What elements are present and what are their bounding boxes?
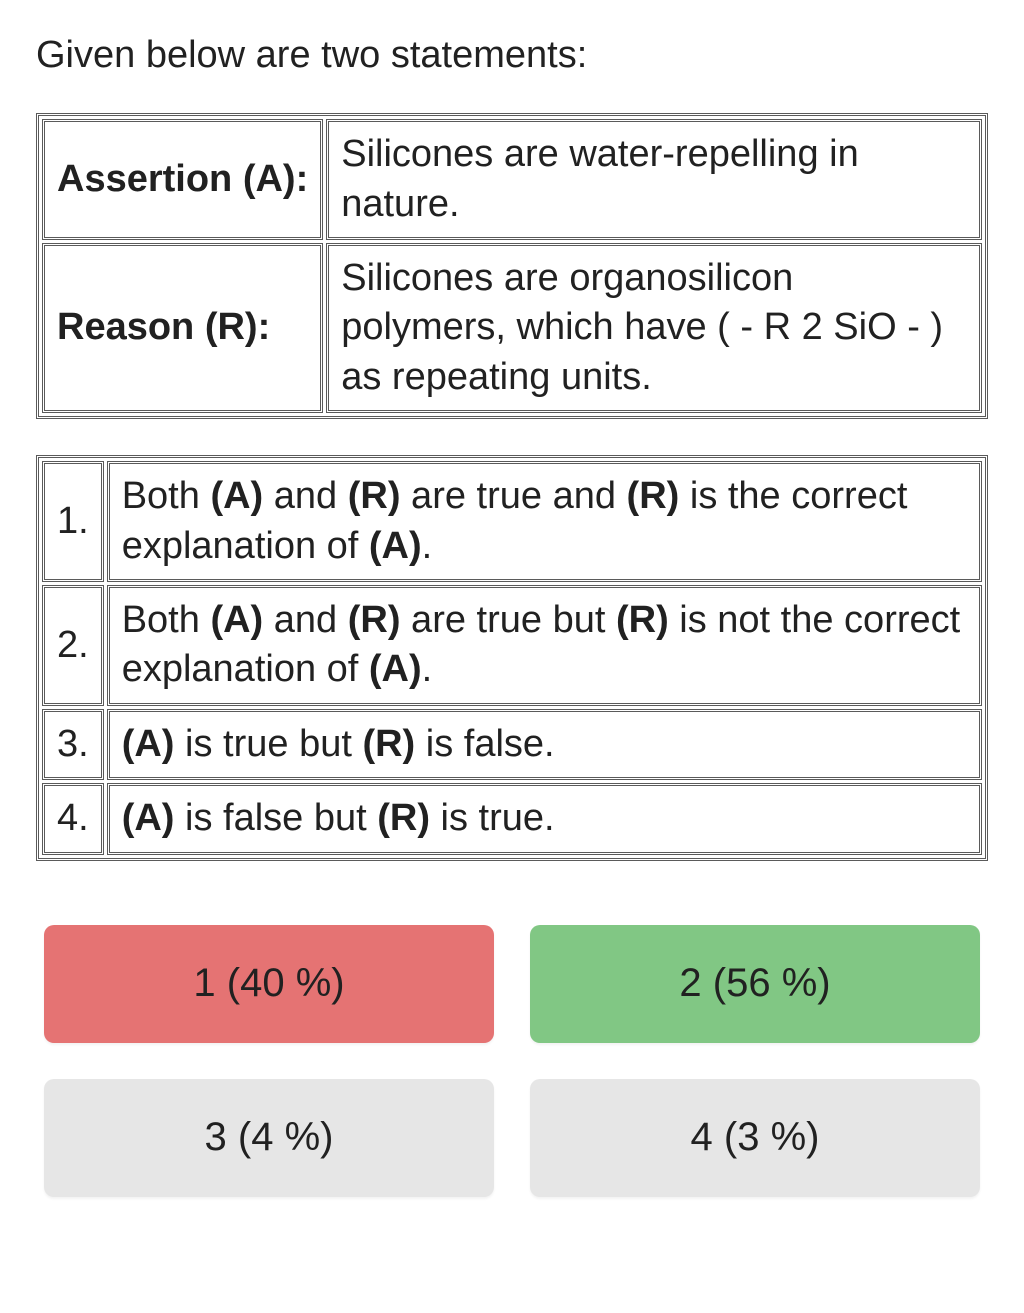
txt: is true.	[430, 797, 555, 839]
txt: (R)	[348, 599, 401, 641]
reason-label: Reason (R):	[42, 243, 323, 413]
options-table: 1. Both (A) and (R) are true and (R) is …	[36, 455, 988, 860]
reason-row: Reason (R): Silicones are organosilicon …	[42, 243, 982, 413]
txt: (R)	[377, 797, 430, 839]
txt: and	[263, 475, 348, 517]
option-number-4: 4.	[42, 783, 104, 854]
option-text-3: (A) is true but (R) is false.	[107, 709, 982, 780]
txt: Both	[122, 475, 211, 517]
option-text-1: Both (A) and (R) are true and (R) is the…	[107, 461, 982, 582]
option-row-2: 2. Both (A) and (R) are true but (R) is …	[42, 585, 982, 706]
answer-button-2[interactable]: 2 (56 %)	[530, 925, 980, 1043]
assertion-row: Assertion (A): Silicones are water-repel…	[42, 119, 982, 240]
txt: (R)	[627, 475, 680, 517]
txt: .	[422, 648, 433, 690]
txt: (A)	[122, 723, 175, 765]
txt: (A)	[210, 599, 263, 641]
txt: and	[263, 599, 348, 641]
txt: (R)	[362, 723, 415, 765]
txt: (A)	[122, 797, 175, 839]
txt: (A)	[210, 475, 263, 517]
option-number-2: 2.	[42, 585, 104, 706]
answer-button-1[interactable]: 1 (40 %)	[44, 925, 494, 1043]
txt: are true and	[401, 475, 627, 517]
txt: (A)	[369, 525, 422, 567]
txt: .	[422, 525, 433, 567]
option-row-1: 1. Both (A) and (R) are true and (R) is …	[42, 461, 982, 582]
answer-button-4[interactable]: 4 (3 %)	[530, 1079, 980, 1197]
option-text-4: (A) is false but (R) is true.	[107, 783, 982, 854]
option-number-1: 1.	[42, 461, 104, 582]
option-number-3: 3.	[42, 709, 104, 780]
assertion-label: Assertion (A):	[42, 119, 323, 240]
txt: is false.	[415, 723, 554, 765]
reason-text: Silicones are organosilicon polymers, wh…	[326, 243, 982, 413]
txt: (A)	[369, 648, 422, 690]
answer-button-3[interactable]: 3 (4 %)	[44, 1079, 494, 1197]
option-row-3: 3. (A) is true but (R) is false.	[42, 709, 982, 780]
intro-text: Given below are two statements:	[36, 30, 988, 81]
txt: (R)	[616, 599, 669, 641]
txt: Both	[122, 599, 211, 641]
txt: is true but	[174, 723, 362, 765]
option-row-4: 4. (A) is false but (R) is true.	[42, 783, 982, 854]
txt: is false but	[174, 797, 377, 839]
answers-grid: 1 (40 %) 2 (56 %) 3 (4 %) 4 (3 %)	[36, 925, 988, 1197]
assertion-text: Silicones are water-repelling in nature.	[326, 119, 982, 240]
statements-table: Assertion (A): Silicones are water-repel…	[36, 113, 988, 419]
txt: (R)	[348, 475, 401, 517]
txt: are true but	[401, 599, 616, 641]
option-text-2: Both (A) and (R) are true but (R) is not…	[107, 585, 982, 706]
